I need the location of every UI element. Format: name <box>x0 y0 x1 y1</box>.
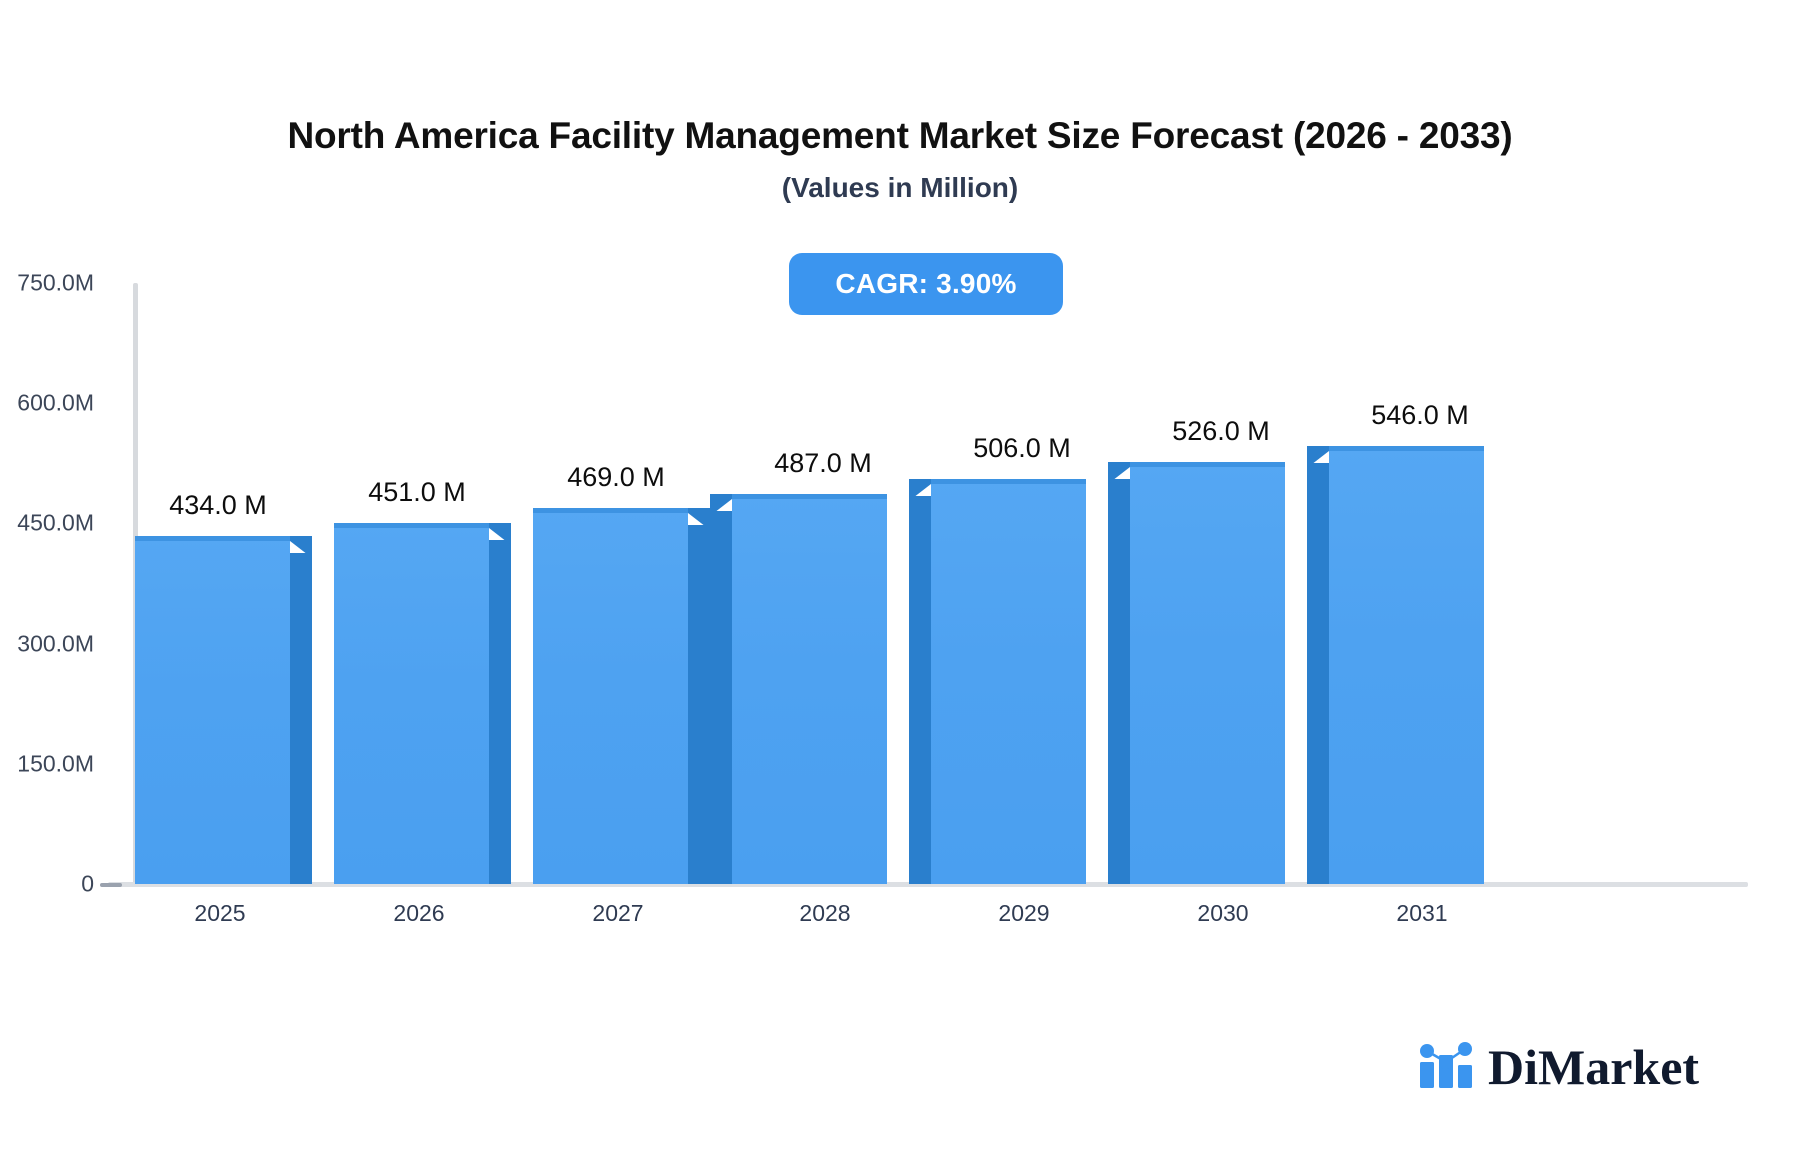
y-axis-tick-label: 450.0M <box>17 509 94 536</box>
x-axis-tick-label: 2029 <box>998 900 1050 926</box>
bar-corner-bevel <box>488 522 511 545</box>
bar-2031[interactable] <box>1306 446 1484 884</box>
bar-top-edge <box>731 493 887 499</box>
y-axis-tick-label: 0 <box>81 870 94 897</box>
bar-value-label: 546.0 M <box>1371 400 1469 431</box>
bar-2030[interactable] <box>1107 462 1285 884</box>
dimarket-logo: DiMarket <box>1418 1038 1699 1095</box>
bar-corner-bevel <box>1107 462 1130 485</box>
bar-value-label: 506.0 M <box>973 432 1071 463</box>
bar-side-face <box>289 553 312 884</box>
logo-wordmark: DiMarket <box>1488 1038 1700 1095</box>
bar-front-face <box>134 536 290 884</box>
bar-value-label: 469.0 M <box>567 462 665 493</box>
bar-top-edge <box>1129 462 1285 468</box>
y-axis-tick-label: 600.0M <box>17 389 94 416</box>
bar-corner-bevel <box>1306 446 1329 469</box>
bar-top-edge <box>1328 446 1484 452</box>
y-axis-tick-label: 300.0M <box>17 630 94 657</box>
bar-top-edge <box>532 508 688 514</box>
x-axis-tick-label: 2025 <box>194 900 246 926</box>
bar-2026[interactable] <box>333 522 511 884</box>
bar-top-edge <box>333 522 489 528</box>
bar-corner-bevel <box>908 478 931 501</box>
bar-front-face <box>1328 446 1484 884</box>
x-axis-tick-label: 2030 <box>1197 900 1249 926</box>
x-axis-tick-label: 2026 <box>393 900 445 926</box>
bar-front-face <box>1129 462 1285 884</box>
bar-value-label: 526.0 M <box>1172 416 1270 447</box>
bar-front-face <box>731 493 887 884</box>
y-axis-tick-label: 750.0M <box>17 269 94 296</box>
page-title: North America Facility Management Market… <box>287 115 1513 156</box>
bar-value-label: 487.0 M <box>774 447 872 478</box>
cagr-badge-label: CAGR: 3.90% <box>835 268 1017 299</box>
bar-front-face <box>930 478 1086 884</box>
x-axis-tick-label: 2031 <box>1396 900 1448 926</box>
x-axis-tick-label: 2028 <box>799 900 851 926</box>
bar-top-edge <box>930 478 1086 484</box>
bar-side-face <box>908 495 931 884</box>
bar-2027[interactable] <box>532 508 710 884</box>
bar-side-face <box>687 525 710 884</box>
bar-corner-bevel <box>289 536 312 559</box>
bar-chart-logo-icon <box>1418 1038 1476 1095</box>
bar-value-label: 434.0 M <box>169 490 267 521</box>
y-axis-tick-label: 150.0M <box>17 750 94 777</box>
bar-2029[interactable] <box>908 478 1086 884</box>
bar-side-face <box>1306 463 1329 884</box>
bar-value-label: 451.0 M <box>368 476 466 507</box>
cagr-badge: CAGR: 3.90% <box>789 253 1063 315</box>
x-axis-tick-label: 2027 <box>592 900 644 926</box>
bar-corner-bevel <box>709 493 732 516</box>
bar-2025[interactable] <box>134 536 312 884</box>
zero-tick-mark <box>100 883 122 887</box>
bar-side-face <box>488 539 511 884</box>
bar-corner-bevel <box>687 508 710 531</box>
bar-side-face <box>709 510 732 884</box>
bar-front-face <box>333 522 489 884</box>
bar-2028[interactable] <box>709 493 887 884</box>
bar-front-face <box>532 508 688 884</box>
bar-top-edge <box>134 536 290 542</box>
bar-side-face <box>1107 479 1130 884</box>
page-subtitle: (Values in Million) <box>781 172 1019 203</box>
x-axis-line <box>108 882 1748 887</box>
